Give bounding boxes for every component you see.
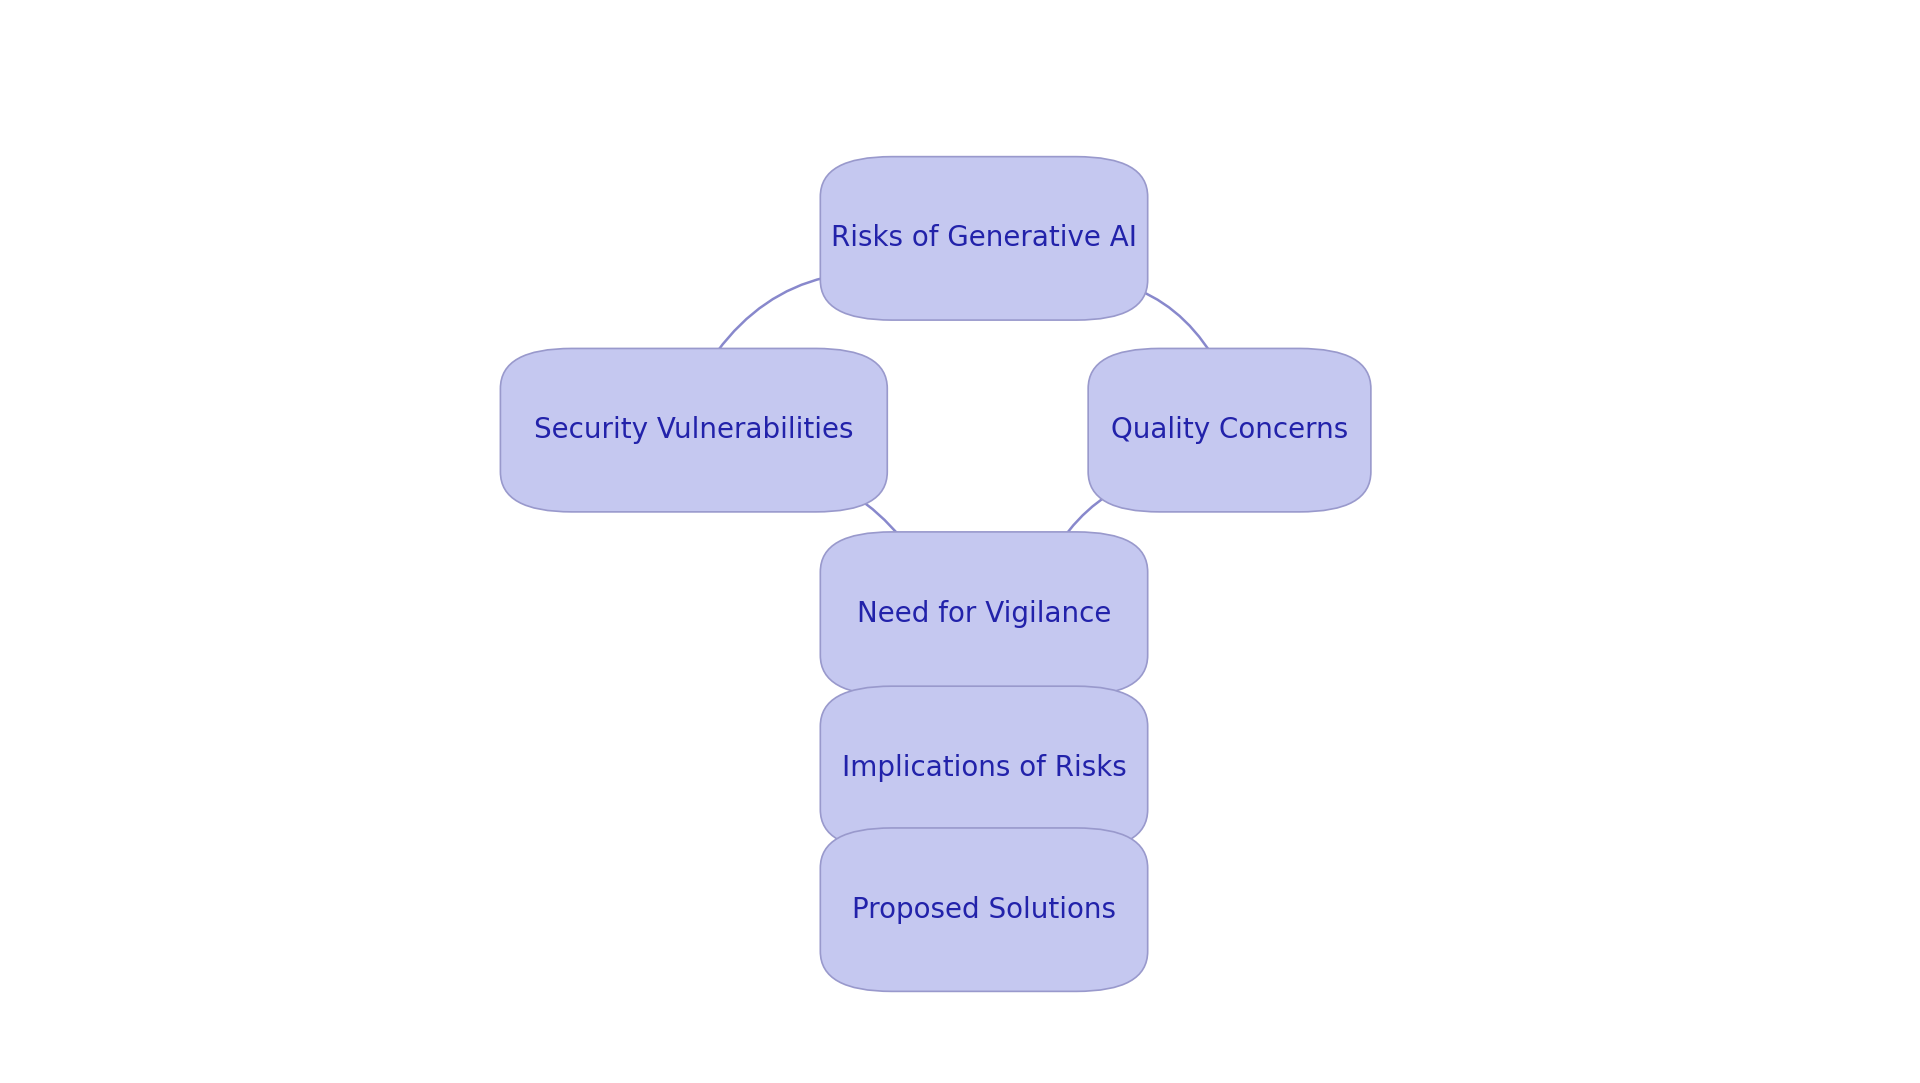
FancyBboxPatch shape: [1089, 349, 1371, 512]
FancyBboxPatch shape: [820, 827, 1148, 991]
FancyBboxPatch shape: [820, 687, 1148, 850]
FancyBboxPatch shape: [501, 349, 887, 512]
Text: Quality Concerns: Quality Concerns: [1112, 416, 1348, 444]
FancyBboxPatch shape: [820, 157, 1148, 321]
FancyBboxPatch shape: [820, 532, 1148, 695]
Text: Risks of Generative AI: Risks of Generative AI: [831, 224, 1137, 252]
Text: Proposed Solutions: Proposed Solutions: [852, 896, 1116, 924]
Text: Need for Vigilance: Need for Vigilance: [856, 600, 1112, 628]
Text: Security Vulnerabilities: Security Vulnerabilities: [534, 416, 854, 444]
Text: Implications of Risks: Implications of Risks: [841, 754, 1127, 782]
